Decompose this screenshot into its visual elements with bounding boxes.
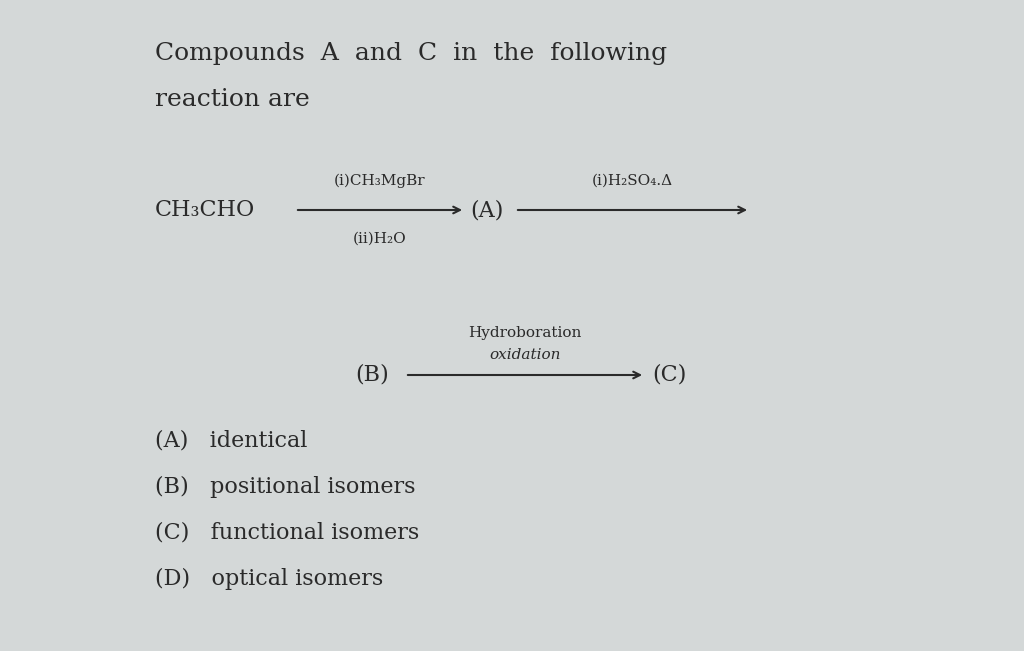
Text: (A): (A) — [470, 199, 504, 221]
Text: CH₃CHO: CH₃CHO — [155, 199, 255, 221]
Text: (ii)H₂O: (ii)H₂O — [353, 232, 407, 246]
Text: (C)   functional isomers: (C) functional isomers — [155, 522, 419, 544]
Text: (i)CH₃MgBr: (i)CH₃MgBr — [334, 174, 426, 188]
Text: reaction are: reaction are — [155, 88, 309, 111]
Text: Hydroboration: Hydroboration — [468, 326, 582, 340]
Text: (i)H₂SO₄.Δ: (i)H₂SO₄.Δ — [592, 174, 673, 188]
Text: (C): (C) — [652, 364, 686, 386]
Text: Compounds  A  and  C  in  the  following: Compounds A and C in the following — [155, 42, 667, 65]
Text: (B)   positional isomers: (B) positional isomers — [155, 476, 416, 498]
Text: (B): (B) — [355, 364, 389, 386]
Text: (A)   identical: (A) identical — [155, 430, 307, 452]
Text: (D)   optical isomers: (D) optical isomers — [155, 568, 383, 590]
Text: oxidation: oxidation — [489, 348, 561, 362]
